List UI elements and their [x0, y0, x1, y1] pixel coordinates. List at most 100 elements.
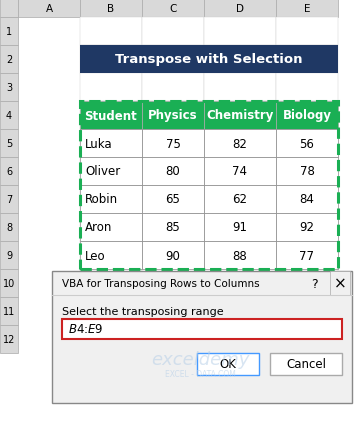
Bar — [142, 213, 204, 242]
Bar — [80, 297, 142, 325]
Bar — [276, 102, 338, 130]
Bar — [276, 325, 338, 353]
Text: Cancel: Cancel — [286, 358, 326, 371]
Bar — [204, 158, 276, 186]
Text: 10: 10 — [3, 278, 15, 288]
Bar — [276, 297, 338, 325]
Text: A: A — [45, 4, 53, 14]
Bar — [80, 46, 142, 74]
Text: 90: 90 — [166, 249, 180, 262]
Bar — [204, 186, 276, 213]
Text: 11: 11 — [3, 306, 15, 316]
Text: 85: 85 — [166, 221, 180, 234]
Text: Luka: Luka — [85, 137, 113, 150]
Bar — [142, 186, 204, 213]
Bar — [80, 325, 142, 353]
Bar — [276, 18, 338, 46]
Text: 12: 12 — [3, 334, 15, 344]
Bar — [204, 213, 276, 242]
Bar — [80, 186, 142, 213]
Text: EXCEL - DATA.COM: EXCEL - DATA.COM — [165, 370, 235, 379]
Bar — [80, 158, 142, 186]
Bar — [330, 271, 350, 295]
Text: 7: 7 — [6, 195, 12, 204]
Bar — [204, 213, 276, 242]
Bar — [204, 130, 276, 158]
Bar — [0, 325, 18, 353]
Text: exceldemy: exceldemy — [151, 350, 249, 368]
Bar — [80, 46, 338, 74]
Bar — [80, 213, 142, 242]
Text: B: B — [108, 4, 114, 14]
Bar — [80, 213, 142, 242]
Text: E: E — [304, 4, 310, 14]
Bar — [142, 242, 204, 269]
Bar — [142, 186, 204, 213]
Text: 65: 65 — [166, 193, 180, 206]
Text: 88: 88 — [232, 249, 247, 262]
Bar — [80, 242, 142, 269]
Text: Physics: Physics — [148, 109, 198, 122]
Bar — [80, 102, 142, 130]
Bar — [276, 158, 338, 186]
Text: 5: 5 — [6, 139, 12, 149]
Bar — [52, 271, 352, 403]
Text: 2: 2 — [6, 55, 12, 65]
Bar — [80, 18, 142, 46]
Text: Oliver: Oliver — [85, 165, 120, 178]
Text: 4: 4 — [6, 111, 12, 121]
Bar — [142, 130, 204, 158]
Bar — [276, 0, 338, 18]
Bar — [142, 102, 204, 130]
Text: Transpose with Selection: Transpose with Selection — [115, 53, 303, 66]
Bar — [204, 297, 276, 325]
Bar — [276, 242, 338, 269]
Bar — [0, 130, 18, 158]
Bar — [204, 325, 276, 353]
Text: Leo: Leo — [85, 249, 106, 262]
Text: 82: 82 — [232, 137, 247, 150]
Bar — [142, 46, 204, 74]
Bar — [204, 186, 276, 213]
Bar — [80, 102, 338, 269]
Text: 77: 77 — [300, 249, 314, 262]
Bar — [0, 158, 18, 186]
Bar — [204, 242, 276, 269]
Text: 9: 9 — [6, 250, 12, 260]
Bar — [80, 130, 142, 158]
Bar — [0, 242, 18, 269]
Bar — [142, 213, 204, 242]
Bar — [204, 269, 276, 297]
Bar — [0, 74, 18, 102]
Bar — [276, 213, 338, 242]
Bar — [197, 353, 259, 375]
Bar — [276, 130, 338, 158]
Bar — [80, 102, 142, 130]
Bar — [204, 102, 276, 130]
Bar — [142, 242, 204, 269]
Bar — [80, 130, 142, 158]
Bar — [142, 18, 204, 46]
Text: ?: ? — [311, 277, 317, 290]
Bar — [204, 46, 276, 74]
Bar — [0, 102, 18, 130]
Text: 78: 78 — [300, 165, 314, 178]
Bar — [80, 74, 142, 102]
Bar — [80, 186, 142, 213]
Bar — [204, 242, 276, 269]
Text: Student: Student — [84, 109, 138, 122]
Bar — [204, 18, 276, 46]
Bar — [142, 297, 204, 325]
Bar — [276, 269, 338, 297]
Text: 6: 6 — [6, 167, 12, 177]
Bar — [276, 74, 338, 102]
Text: Aron: Aron — [85, 221, 112, 234]
Text: 56: 56 — [300, 137, 314, 150]
Bar — [276, 130, 338, 158]
Bar — [18, 0, 80, 18]
Text: 8: 8 — [6, 222, 12, 233]
Bar — [0, 269, 18, 297]
Bar — [80, 269, 142, 297]
Bar — [276, 46, 338, 74]
Text: D: D — [236, 4, 244, 14]
